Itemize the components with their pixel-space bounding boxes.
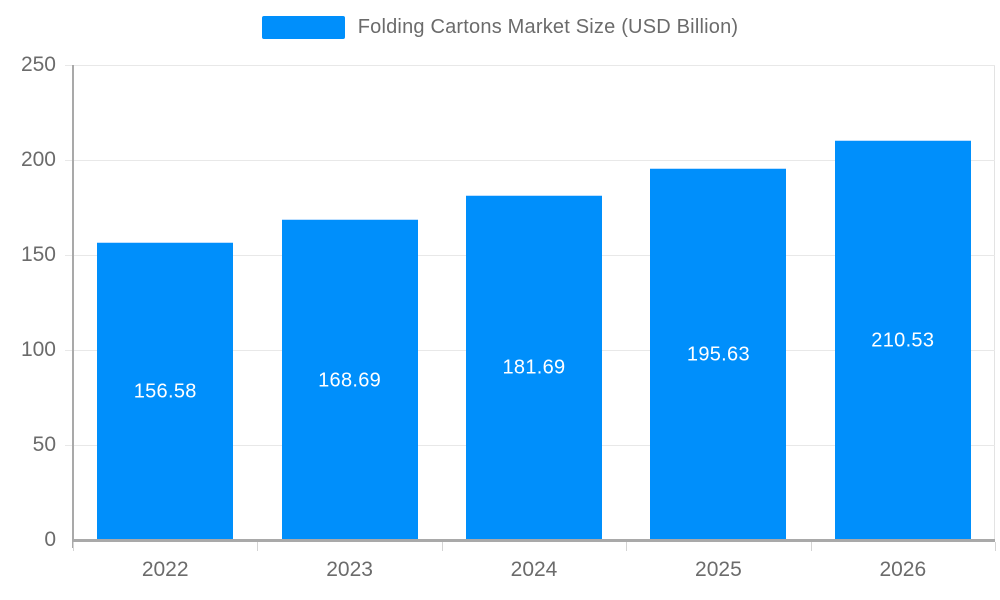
x-tick-label: 2025 xyxy=(695,558,742,581)
x-axis-tick xyxy=(441,542,443,551)
bar-2022[interactable]: 156.58 xyxy=(97,242,234,541)
bar-value-label: 156.58 xyxy=(133,380,197,403)
legend-label: Folding Cartons Market Size (USD Billion… xyxy=(357,16,739,38)
x-tick-label: 2023 xyxy=(326,558,373,581)
bar-2026[interactable]: 210.53 xyxy=(834,139,971,541)
bar-value-label: 168.69 xyxy=(318,369,382,392)
bar-value-label: 195.63 xyxy=(686,343,750,366)
x-axis-tick xyxy=(810,542,812,551)
y-tick-label: 0 xyxy=(44,528,56,551)
y-tick-label: 200 xyxy=(20,148,56,171)
x-tick-label: 2026 xyxy=(879,558,927,581)
plot-right-border xyxy=(994,65,995,540)
x-tick-label: 2024 xyxy=(510,558,558,581)
y-tick-label: 100 xyxy=(20,338,56,361)
x-axis-line xyxy=(73,539,995,542)
y-axis-line xyxy=(72,65,74,548)
x-tick-label: 2022 xyxy=(141,558,189,581)
gridline xyxy=(65,160,995,161)
gridline xyxy=(65,65,995,66)
legend-swatch xyxy=(261,16,345,39)
bar-2024[interactable]: 181.69 xyxy=(466,194,602,541)
plot-area: 156.58 168.69 181.69 195.63 210.53 xyxy=(65,65,995,541)
x-axis-tick xyxy=(995,542,996,551)
bar-2023[interactable]: 168.69 xyxy=(281,219,418,541)
y-tick-label: 250 xyxy=(20,53,56,76)
x-axis-tick xyxy=(73,542,74,551)
x-axis-tick xyxy=(257,542,259,551)
bar-2025[interactable]: 195.63 xyxy=(650,168,787,541)
y-tick-label: 150 xyxy=(20,243,56,266)
bar-value-label: 181.69 xyxy=(502,356,566,379)
y-tick-label: 50 xyxy=(32,433,56,456)
legend[interactable]: Folding Cartons Market Size (USD Billion… xyxy=(0,16,1000,39)
x-axis-tick xyxy=(626,542,628,551)
bar-value-label: 210.53 xyxy=(871,329,935,352)
